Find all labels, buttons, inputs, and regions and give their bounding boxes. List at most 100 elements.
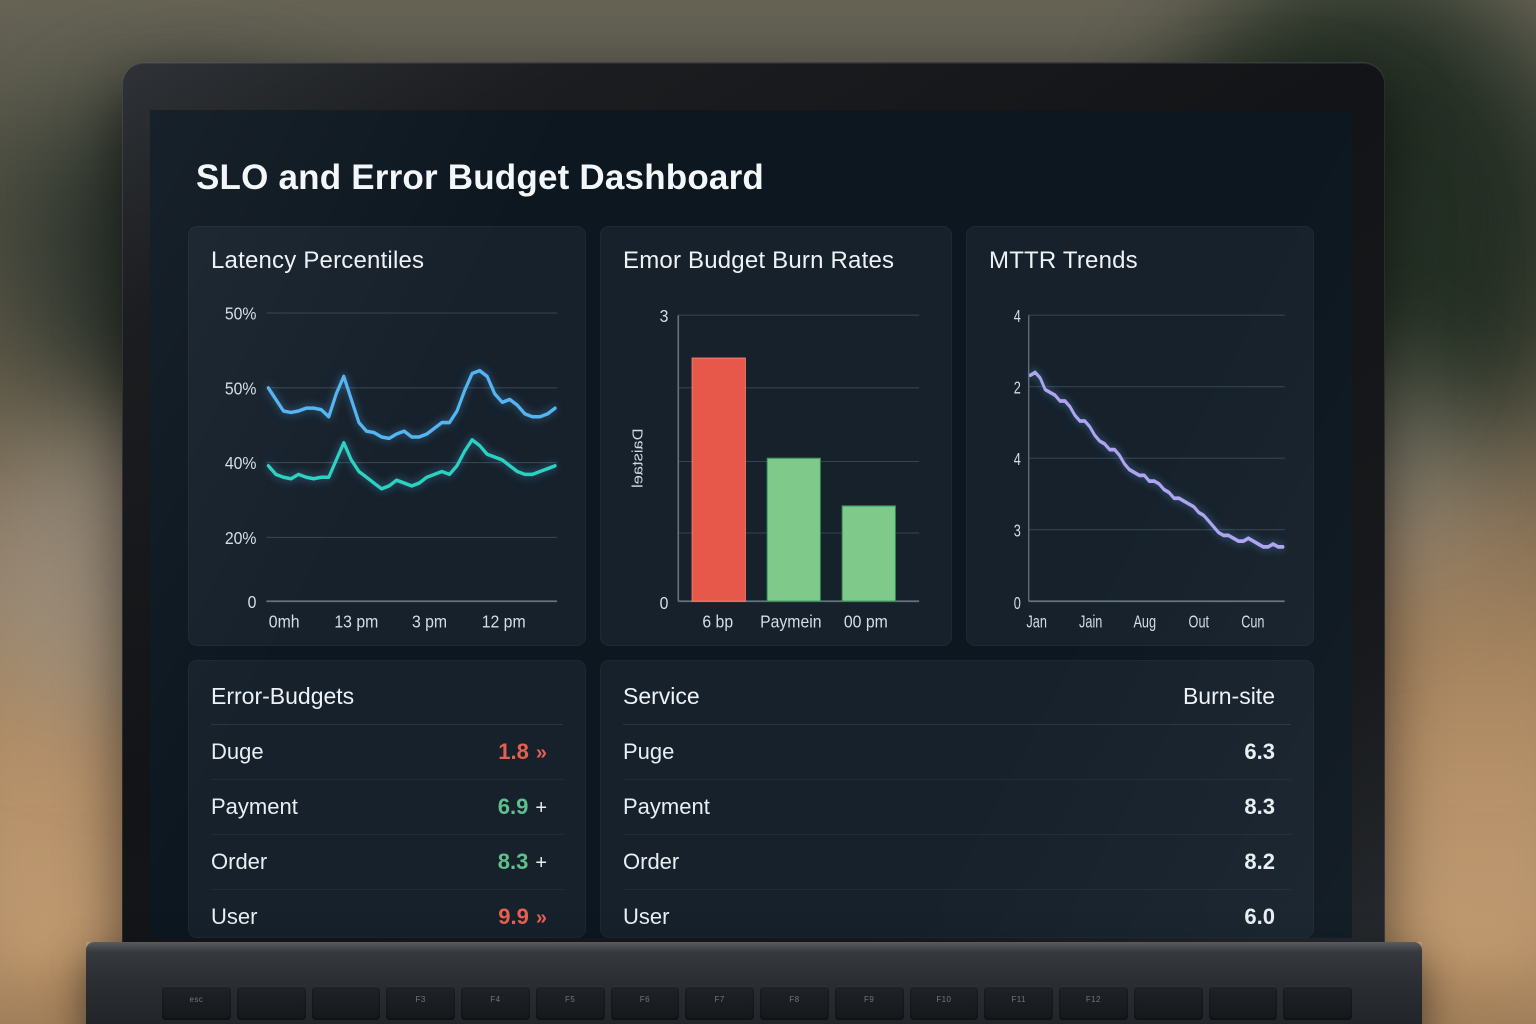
burn-x-ticks: 6 bp Paymein 00 pm: [702, 612, 887, 632]
keyboard-key[interactable]: F7: [685, 986, 754, 1020]
keyboard-key-label: F10: [936, 995, 952, 1004]
keyboard-key[interactable]: esc: [162, 986, 231, 1020]
keyboard-key[interactable]: F8: [760, 986, 829, 1020]
table-row[interactable]: User 6.0: [623, 890, 1291, 939]
burn-xtick-1: Paymein: [760, 612, 821, 632]
trend-up-icon: »: [535, 907, 547, 929]
burn-bar[interactable]: [691, 357, 746, 602]
keyboard-key[interactable]: F9: [834, 986, 904, 1020]
service-name: Order: [211, 834, 453, 890]
keyboard-key[interactable]: F12: [1059, 986, 1128, 1020]
keyboard-key-label: F9: [864, 995, 875, 1004]
latency-line-p95: [266, 368, 557, 441]
value-text: 1.8: [498, 739, 529, 764]
service-name: Order: [623, 834, 921, 890]
laptop-screen: SLO and Error Budget Dashboard Latency P…: [150, 110, 1352, 938]
error-budgets-table: Error-Budgets Duge 1.8» Payment 6.9 + Order 8.…: [211, 681, 563, 938]
mttr-line: [1028, 370, 1285, 549]
latency-ytick-3: 20%: [225, 528, 257, 548]
budget-value: 8.3 +: [452, 834, 563, 890]
mttr-ytick-1: 2: [1014, 378, 1021, 397]
burn-bar[interactable]: [841, 505, 896, 602]
value-text: 8.3: [497, 849, 529, 874]
keyboard-key[interactable]: F4: [461, 986, 530, 1020]
burn-ytick-bottom: 0: [660, 593, 669, 613]
budget-value: 1.8 »: [452, 724, 563, 780]
keyboard-key-label: F3: [415, 995, 426, 1004]
page-title: SLO and Error Budget Dashboard: [196, 158, 764, 197]
table-row[interactable]: Payment 6.9 +: [211, 779, 563, 835]
mttr-xtick-0: Jan: [1026, 613, 1046, 632]
mttr-ytick-0: 4: [1014, 307, 1021, 326]
latency-chart: 50% 50% 40% 20% 0 0mh: [211, 291, 563, 632]
latency-y-ticks: 50% 50% 40% 20% 0: [225, 304, 257, 612]
trend-plus-icon: +: [535, 852, 547, 874]
latency-ytick-4: 0: [248, 592, 257, 612]
keyboard-key-label: F6: [639, 995, 650, 1004]
keyboard-key[interactable]: [1133, 986, 1203, 1020]
mttr-chart-svg: 4 2 4 3 0 Jan Jain Aug Out: [1014, 307, 1285, 632]
keyboard-key[interactable]: [236, 986, 306, 1020]
card-error-budgets-table: Error-Budgets Duge 1.8» Payment 6.9 + Order 8.…: [188, 660, 586, 938]
laptop-base-lip: [86, 942, 1422, 952]
service-name: User: [211, 904, 258, 929]
keyboard-function-row[interactable]: esc F3 F4 F5 F6 F7 F8 F9 F10 F11 F12: [162, 986, 1352, 1024]
keyboard-key[interactable]: F6: [610, 986, 680, 1020]
mttr-gridlines: [1028, 314, 1285, 603]
keyboard-key-label: F7: [714, 995, 725, 1004]
keyboard-key[interactable]: [311, 986, 381, 1020]
error-budgets-value-header: [452, 681, 563, 725]
service-name: Puge: [623, 724, 921, 780]
mttr-ytick-4: 0: [1014, 594, 1021, 613]
table-header-row: Error-Budgets: [211, 681, 563, 725]
service-table: Service Burn-site Puge 6.3 Payment 8.3 Order…: [623, 681, 1291, 938]
keyboard-key[interactable]: F3: [386, 986, 455, 1020]
latency-xtick-0: 0mh: [269, 612, 300, 632]
mttr-chart: 4 2 4 3 0 Jan Jain Aug Out: [989, 291, 1291, 632]
keyboard-key[interactable]: F5: [535, 986, 605, 1020]
value-text: 6.9: [497, 794, 529, 819]
mttr-xtick-3: Out: [1189, 613, 1210, 632]
latency-xtick-3: 12 pm: [482, 612, 526, 632]
mttr-ytick-3: 3: [1014, 521, 1021, 540]
table-row[interactable]: Order 8.2: [623, 834, 1291, 890]
service-name: User: [623, 904, 670, 929]
mttr-xtick-2: Aug: [1133, 613, 1156, 632]
burn-rate-chart: 3 0 Daistael 6 bp Paymein 00 pm: [623, 291, 929, 632]
trend-up-icon: »: [535, 742, 547, 764]
burn-site-value: 6.0: [1244, 904, 1275, 929]
burn-site-value: 8.3: [920, 779, 1291, 835]
latency-series: [266, 368, 557, 491]
card-latency-percentiles: Latency Percentiles 50%: [188, 226, 586, 646]
keyboard-key[interactable]: F10: [909, 986, 979, 1020]
service-name: Payment: [623, 779, 921, 835]
table-row[interactable]: Puge 6.3: [623, 724, 1291, 780]
table-row[interactable]: Order 8.3 +: [211, 834, 563, 890]
keyboard-key[interactable]: [1283, 986, 1352, 1020]
keyboard-key-label: F4: [490, 995, 501, 1004]
table-header-row: Service Burn-site: [623, 681, 1291, 725]
latency-line-p50: [266, 438, 557, 491]
table-row[interactable]: Payment 8.3: [623, 779, 1291, 835]
latency-ytick-2: 40%: [225, 453, 257, 473]
burn-bar[interactable]: [766, 457, 821, 602]
mttr-y-ticks: 4 2 4 3 0: [1014, 307, 1021, 614]
burn-card-title: Emor Budget Burn Rates: [623, 247, 895, 274]
table-row[interactable]: User 9.9 »: [211, 890, 563, 939]
laptop-base: esc F3 F4 F5 F6 F7 F8 F9 F10 F11 F12: [86, 942, 1422, 1024]
error-budgets-header: Error-Budgets: [211, 681, 453, 725]
error-budgets-body: Duge 1.8 » Payment 6.9 + Order 8.3 + User 9.9 »: [211, 724, 563, 939]
burn-xtick-0: 6 bp: [702, 612, 733, 632]
burn-site-value: 6.3: [920, 724, 1291, 780]
table-row[interactable]: Duge 1.8 »: [211, 724, 563, 780]
keyboard-key[interactable]: [1208, 986, 1278, 1020]
keyboard-key-label: esc: [189, 995, 204, 1004]
card-service-table: Service Burn-site Puge 6.3 Payment 8.3 Order…: [600, 660, 1314, 938]
latency-ytick-1: 50%: [225, 379, 257, 399]
keyboard-key[interactable]: F11: [984, 986, 1053, 1020]
mttr-xtick-1: Jain: [1079, 613, 1102, 632]
mttr-xtick-4: Cun: [1241, 613, 1264, 632]
service-name: Payment: [211, 779, 453, 835]
burn-ytick-top: 3: [660, 306, 669, 326]
burn-y-axis-label: Daistael: [630, 428, 646, 488]
